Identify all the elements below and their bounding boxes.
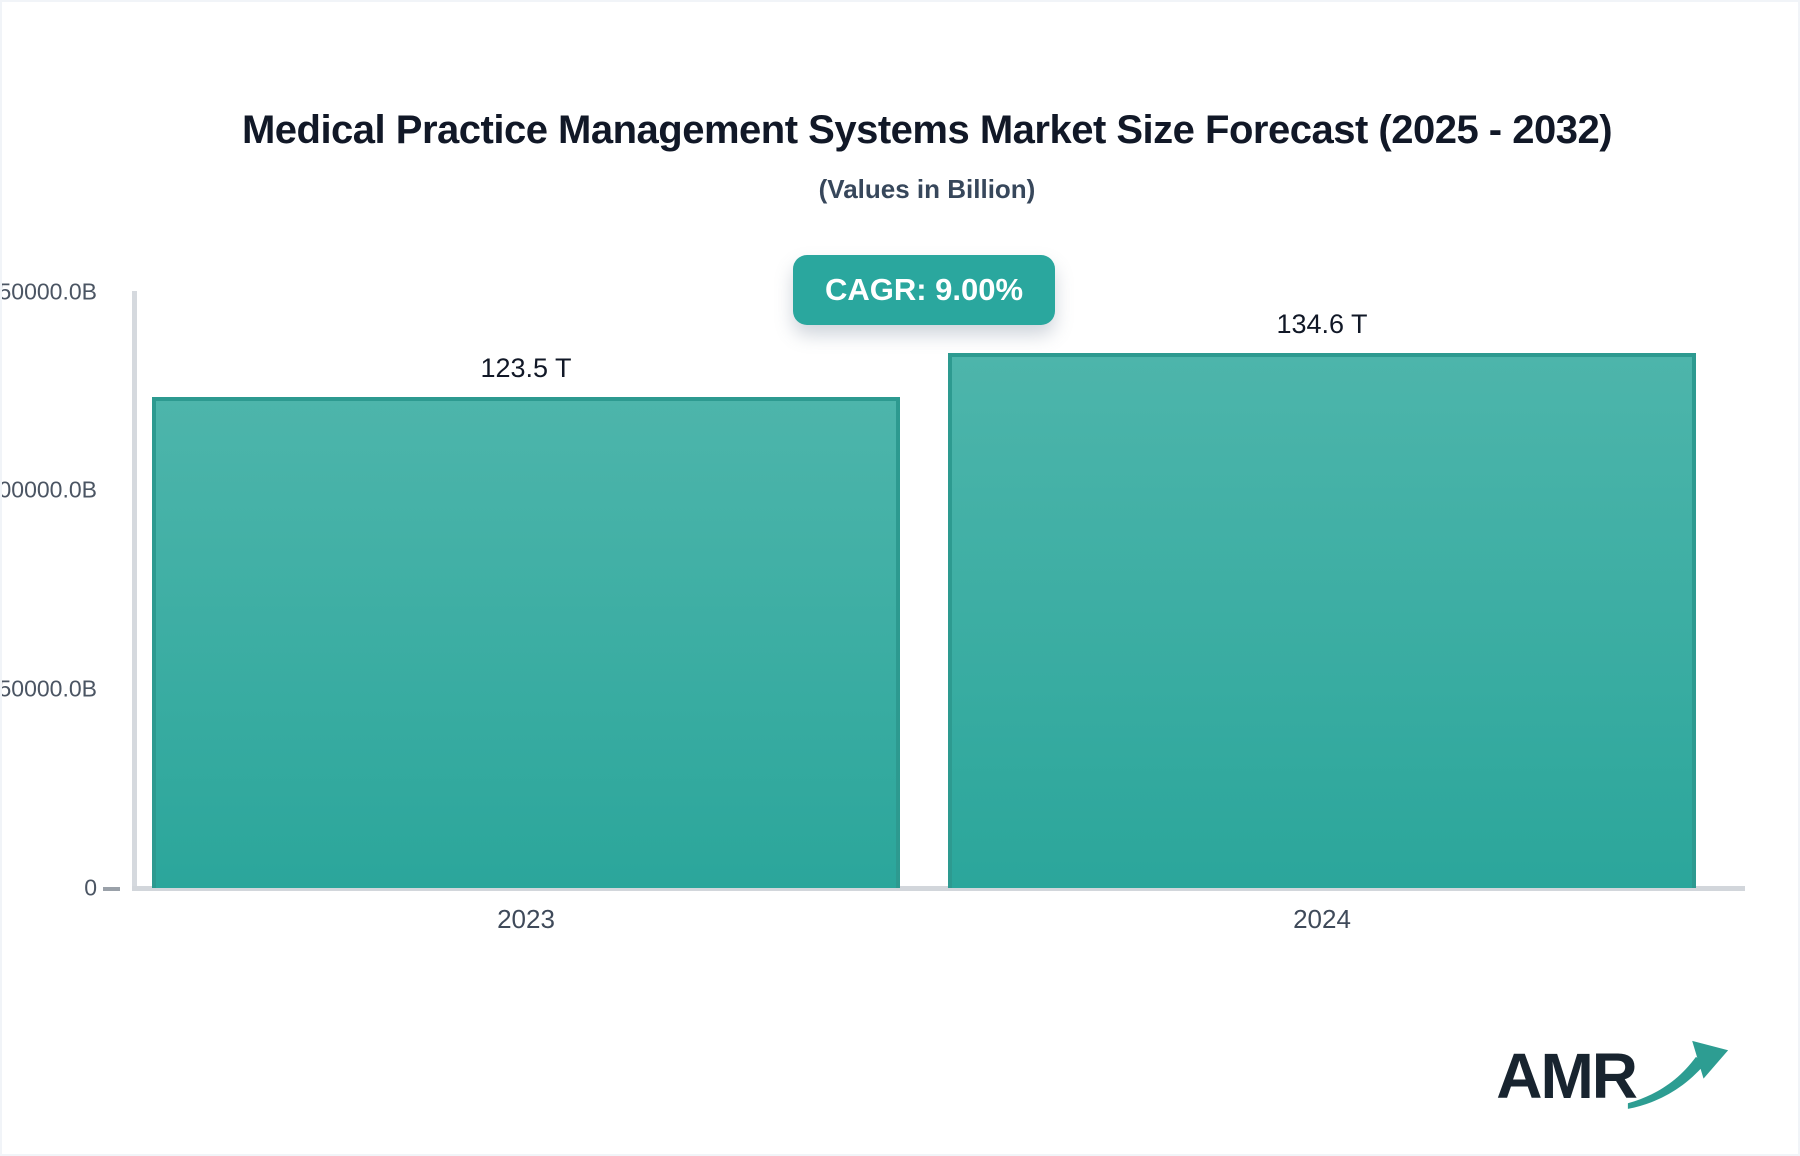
chart-subtitle: (Values in Billion) [818, 174, 1036, 204]
chart-title: Medical Practice Management Systems Mark… [241, 108, 1613, 152]
x-axis-label-2023: 2023 [497, 904, 555, 934]
cagr-badge: CAGR: 9.00% [793, 255, 1055, 325]
y-axis-line [132, 291, 137, 891]
y-axis-zero-tick [103, 887, 120, 891]
y-axis-tick-label-150000: 150000.0B [2, 278, 97, 305]
x-axis-label-2024: 2024 [1293, 904, 1351, 934]
bar-value-label-2023: 123.5 T [480, 353, 572, 383]
amr-logo-text: AMR [1496, 1040, 1638, 1112]
bar-rect-2023 [152, 397, 900, 888]
logo-arrow-icon [1627, 1040, 1729, 1109]
bar-value-label-2024: 134.6 T [1276, 309, 1368, 339]
bar-group-2024: 134.6 T [948, 292, 1696, 888]
bar-group-2023: 123.5 T [152, 292, 900, 888]
amr-logo: AMR [1496, 1032, 1730, 1112]
cagr-badge-label: CAGR: 9.00% [824, 272, 1024, 307]
x-axis-line [132, 886, 1745, 891]
y-axis-tick-label-100000: 100000.0B [2, 476, 97, 503]
y-axis-tick-label-50000: 50000.0B [0, 675, 97, 702]
bar-rect-2024 [948, 353, 1696, 888]
y-axis-tick-label-0: 0 [84, 874, 97, 901]
plot-area: 123.5 T 134.6 T [2, 292, 1798, 888]
